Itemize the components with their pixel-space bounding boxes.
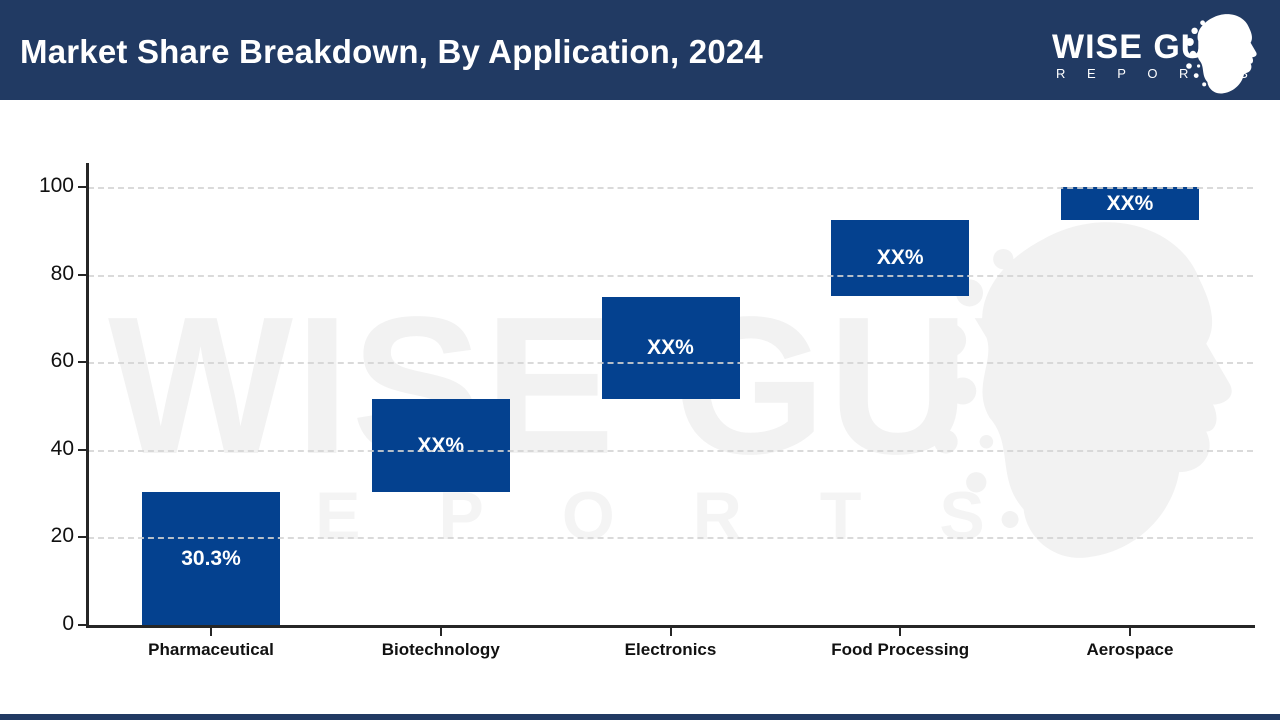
y-tick-label: 80: [50, 261, 74, 285]
bar-electronics: XX%: [601, 296, 740, 400]
y-tick-mark-60: [78, 361, 86, 364]
head-silhouette-icon: [1185, 14, 1257, 94]
y-tick-label: 20: [50, 524, 74, 548]
x-axis-category-label: Food Processing: [831, 640, 970, 659]
gridline-y-60: [88, 362, 1253, 365]
watermark-head-icon: [932, 222, 1232, 558]
footer-bar: [0, 714, 1280, 720]
bar-aerospace: XX%: [1061, 187, 1199, 221]
x-axis-category-label: Aerospace: [1086, 640, 1174, 659]
y-tick-mark-80: [78, 273, 86, 276]
brand-subtitle-text: R E P O R T S: [1056, 66, 1257, 81]
gridline-y-80: [88, 274, 1253, 277]
y-tick-label: 60: [50, 349, 74, 373]
y-tick-label: 100: [38, 174, 74, 197]
bar-value-label: 30.3%: [181, 546, 241, 570]
x-axis-category-label: Electronics: [624, 640, 717, 659]
y-axis-line: [86, 163, 89, 627]
bar-value-label: XX%: [417, 433, 465, 457]
x-tick-mark: [210, 628, 212, 636]
brand-logo: WISE GUY R E P O R T S: [1016, 8, 1266, 94]
y-tick-label: 40: [50, 436, 74, 460]
bar-food-processing: XX%: [831, 220, 970, 297]
y-tick-mark-20: [78, 536, 86, 539]
bar-value-label: XX%: [647, 335, 694, 359]
x-tick-mark: [669, 628, 672, 636]
y-tick-mark-100: [78, 186, 86, 188]
x-tick-mark: [439, 628, 442, 636]
x-tick-mark: [899, 628, 902, 636]
x-axis-category-label: Pharmaceutical: [148, 640, 274, 659]
bar-biotechnology: XX%: [371, 399, 510, 493]
y-tick-mark-0: [78, 624, 86, 626]
x-axis-category-label: Biotechnology: [381, 640, 500, 659]
header-bar: Market Share Breakdown, By Application, …: [0, 0, 1280, 100]
y-tick-label: 0: [62, 612, 74, 635]
page-title: Market Share Breakdown, By Application, …: [20, 33, 763, 70]
y-tick-mark-40: [78, 448, 86, 451]
gridline-y-40: [88, 449, 1253, 452]
gridline-y-20: [88, 537, 1253, 540]
bar-value-label: XX%: [876, 246, 924, 270]
x-axis-line: [86, 625, 1255, 628]
gridline-y-100: [88, 187, 1253, 189]
waterfall-chart: 0 20 40 60 80 100 30.3% Pharmaceutical XX% Biotec…: [0, 100, 1280, 714]
x-tick-mark: [1129, 628, 1131, 636]
bar-pharmaceutical: 30.3%: [142, 492, 280, 625]
bar-value-label: XX%: [1106, 191, 1154, 215]
